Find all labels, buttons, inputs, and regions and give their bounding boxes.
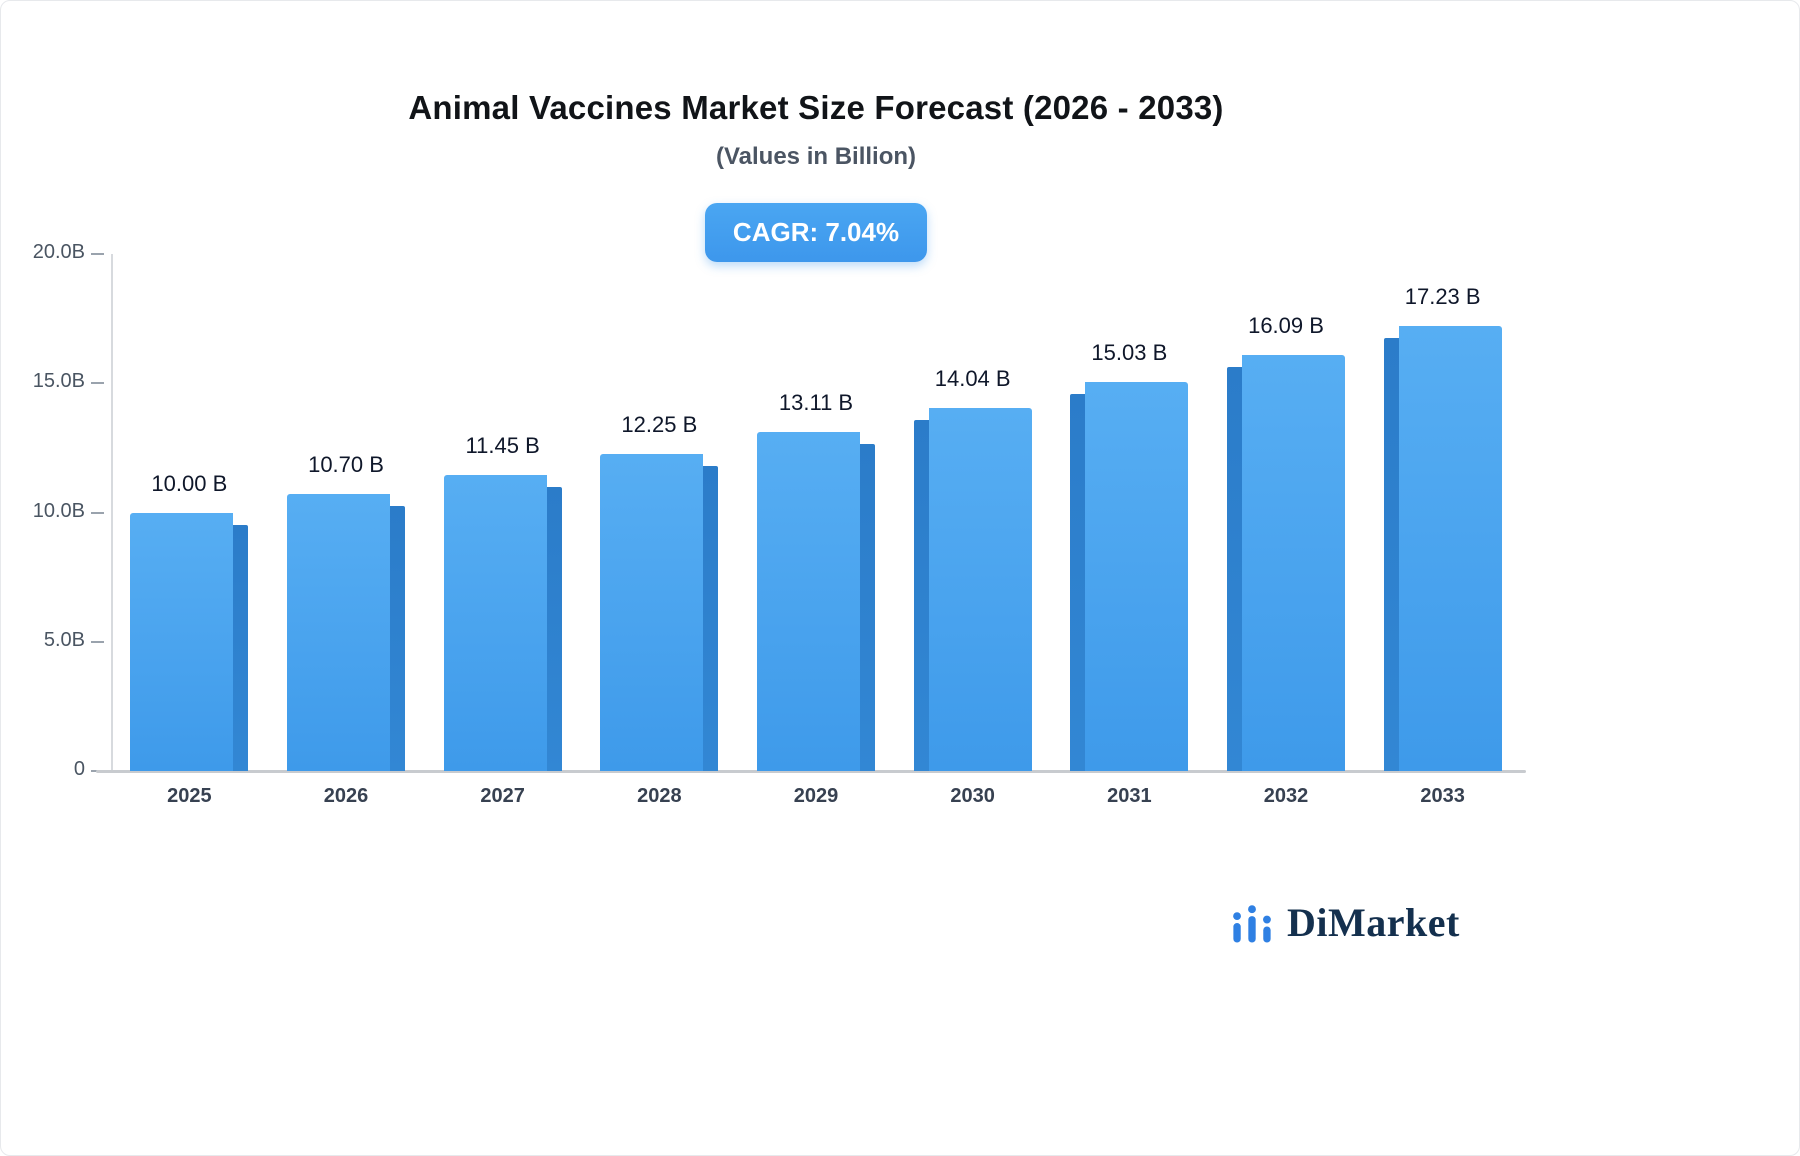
y-tick-label: 5.0B: [43, 628, 85, 651]
bar-side: [546, 487, 562, 771]
bar-side: [860, 444, 875, 771]
y-tick-icon: [91, 640, 104, 643]
bar[interactable]: [1383, 325, 1502, 771]
x-axis-line: [96, 770, 1526, 773]
bar-value-label: 15.03 B: [1091, 340, 1168, 366]
bar-face: [1242, 355, 1345, 771]
bar-value-label: 17.23 B: [1404, 283, 1481, 309]
bar-side: [913, 420, 929, 771]
brand-logo[interactable]: DiMarket: [1229, 899, 1460, 946]
y-tick-icon: [91, 511, 104, 514]
chart-subtitle: (Values in Billion): [715, 143, 917, 170]
bar-value-label: 16.09 B: [1248, 313, 1324, 339]
bar[interactable]: [287, 494, 405, 771]
x-axis-label: 2033: [1420, 785, 1465, 807]
bar-face: [287, 494, 390, 771]
bar-side: [1227, 367, 1242, 771]
bar-value-label: 10.70 B: [308, 452, 384, 478]
bar[interactable]: [1227, 355, 1345, 771]
x-axis-label: 2029: [793, 785, 839, 807]
bar[interactable]: [443, 475, 562, 771]
bar-value-label: 13.11 B: [778, 390, 854, 416]
bar-side: [1383, 337, 1399, 771]
x-axis-label: 2030: [950, 785, 995, 807]
bar-side: [703, 466, 719, 771]
y-tick-label: 20.0B: [32, 241, 85, 263]
bar[interactable]: [913, 408, 1032, 771]
bar-value-label: 12.25 B: [621, 412, 698, 438]
chart-header: Animal Vaccines Market Size Forecast (20…: [111, 89, 1521, 262]
bar[interactable]: [130, 512, 249, 771]
bar-face: [600, 454, 704, 771]
bar-value-label: 11.45 B: [465, 433, 540, 459]
bar-value-label: 10.00 B: [151, 470, 228, 496]
bar-face: [130, 512, 234, 771]
brand-name: DiMarket: [1287, 900, 1460, 945]
y-tick-label: 0: [73, 758, 85, 780]
y-tick-icon: [91, 253, 104, 255]
bar-face: [443, 475, 547, 771]
x-axis-label: 2028: [637, 785, 682, 807]
bar-value-label: 14.04 B: [934, 366, 1011, 392]
bar-face: [928, 408, 1032, 771]
cagr-badge: CAGR: 7.04%: [704, 203, 928, 262]
bar-face: [1085, 382, 1189, 771]
y-axis-line: [111, 254, 113, 771]
x-axis-label: 2027: [480, 785, 525, 807]
y-tick-icon: [91, 382, 104, 385]
y-tick-label: 15.0B: [32, 370, 85, 393]
bar-side: [390, 506, 405, 771]
bar[interactable]: [1070, 382, 1189, 771]
bar-chart-logo-icon: [1229, 900, 1275, 946]
x-axis-label: 2031: [1107, 785, 1152, 807]
x-axis-label: 2025: [167, 785, 212, 807]
bar-face: [1398, 325, 1502, 771]
bar-face: [757, 432, 860, 771]
bar-side: [1070, 394, 1086, 771]
x-axis-label: 2026: [323, 785, 369, 807]
bar[interactable]: [757, 432, 875, 771]
bar[interactable]: [600, 454, 719, 771]
y-tick-label: 10.0B: [32, 499, 85, 522]
chart-title: Animal Vaccines Market Size Forecast (20…: [408, 89, 1224, 126]
x-axis-label: 2032: [1263, 785, 1309, 807]
bar-side: [233, 524, 249, 771]
